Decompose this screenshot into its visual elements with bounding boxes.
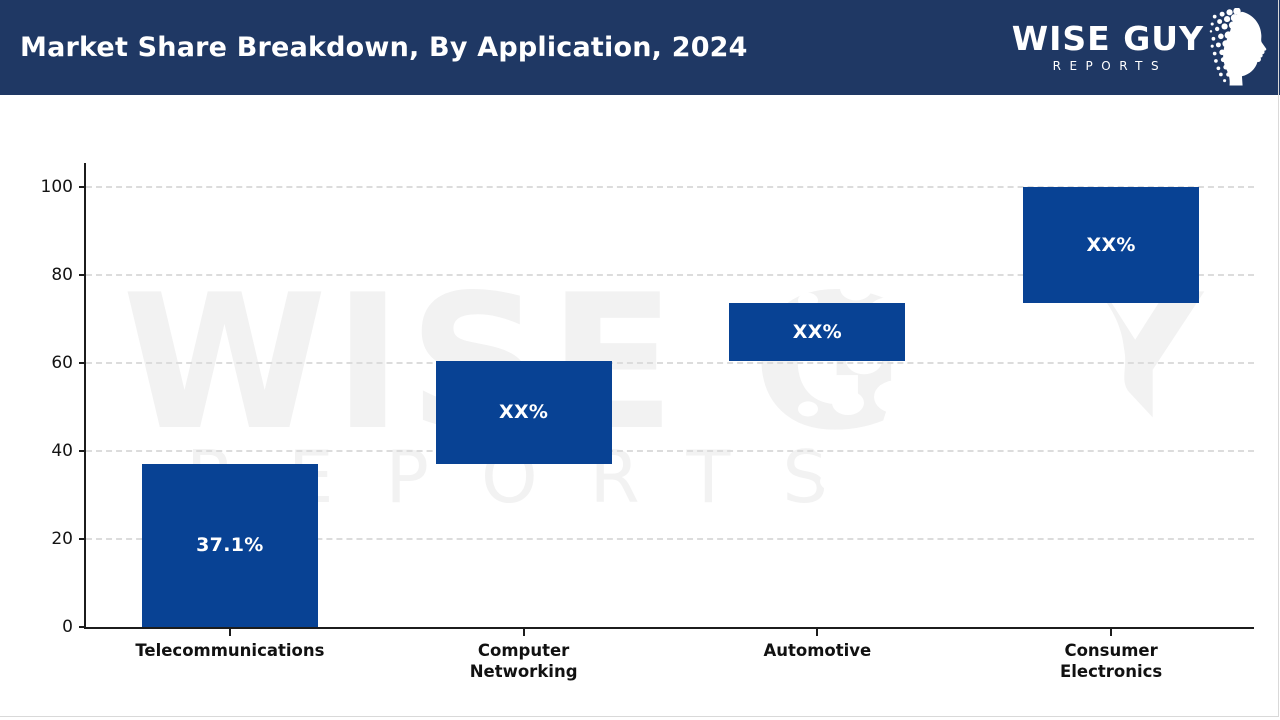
bar-segment: XX%: [435, 360, 612, 464]
logo-wordmark: WISE GUY: [1011, 19, 1204, 58]
y-tick-label: 40: [51, 441, 73, 462]
y-tick-mark: [79, 362, 86, 365]
y-tick-label: 80: [51, 265, 73, 286]
gridline: [86, 186, 1254, 189]
gridline: [86, 450, 1254, 453]
y-tick-label: 0: [62, 617, 73, 637]
y-tick-mark: [79, 274, 86, 277]
y-tick-mark: [79, 538, 86, 541]
x-category-label: Telecommunications: [135, 641, 325, 660]
x-tick-mark: [816, 629, 819, 636]
x-tick-mark: [522, 629, 525, 636]
x-category-label: Consumer Electronics: [1059, 641, 1163, 681]
gridline: [86, 538, 1254, 541]
page-title: Market Share Breakdown, By Application, …: [20, 32, 748, 63]
head-dots-icon: [1209, 7, 1267, 86]
x-tick-mark: [228, 629, 231, 636]
header-bar: Market Share Breakdown, By Application, …: [0, 0, 1280, 95]
bar-value-label: XX%: [792, 321, 842, 344]
y-tick-label: 60: [51, 353, 73, 374]
bar-segment: XX%: [1023, 187, 1200, 304]
y-tick-label: 20: [51, 529, 73, 550]
bar-value-label: XX%: [499, 401, 549, 424]
y-tick-label: 100: [40, 177, 73, 198]
logo-subtext: REPORTS: [1052, 59, 1168, 73]
x-category-label: Automotive: [763, 641, 872, 660]
y-tick-mark: [79, 450, 86, 453]
bar-segment: 37.1%: [141, 463, 318, 627]
x-axis-line: [86, 627, 1254, 629]
y-tick-mark: [79, 186, 86, 189]
gridline: [86, 274, 1254, 277]
gridline: [86, 362, 1254, 365]
bar-value-label: 37.1%: [196, 534, 264, 557]
x-category-label: Computer Networking: [469, 641, 578, 681]
bar-segment: XX%: [729, 303, 906, 361]
y-tick-mark: [79, 626, 86, 628]
brand-logo: WISE GUY REPORTS: [1011, 7, 1280, 88]
y-axis-line: [84, 163, 86, 629]
x-tick-mark: [1110, 629, 1113, 636]
bar-value-label: XX%: [1086, 234, 1136, 257]
